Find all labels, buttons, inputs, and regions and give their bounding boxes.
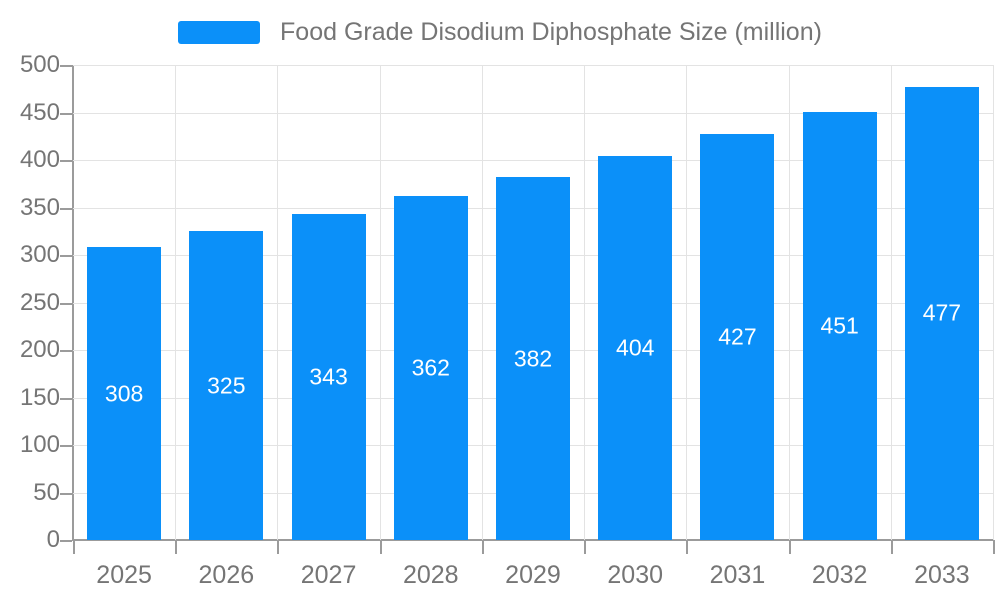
- x-axis-tick: [73, 540, 75, 554]
- x-gridline: [379, 65, 381, 540]
- x-axis-tick: [277, 540, 280, 554]
- y-axis-tick: [60, 65, 72, 67]
- x-axis-tick: [481, 540, 484, 554]
- x-gridline: [993, 65, 994, 540]
- bar-2033[interactable]: 477: [904, 86, 979, 540]
- plot-area: 0 50 100 150 200 250 300 350 400 450 500 2025 308 202…: [20, 51, 995, 589]
- y-axis-label: 450: [19, 98, 60, 126]
- x-axis-tick: [379, 540, 382, 554]
- x-axis-label: 2028: [402, 561, 459, 589]
- y-axis-tick: [60, 540, 72, 542]
- x-axis-tick: [175, 540, 178, 554]
- bar-value-label: 343: [309, 363, 348, 390]
- y-axis-tick: [60, 302, 72, 305]
- x-axis-tick: [788, 540, 791, 554]
- x-axis-label: 2030: [607, 561, 664, 589]
- y-axis-label: 0: [46, 526, 60, 553]
- bar-2027[interactable]: 343: [291, 214, 366, 540]
- y-axis-label: 150: [19, 383, 60, 411]
- y-axis-tick: [60, 207, 72, 210]
- y-axis-label: 400: [19, 146, 60, 173]
- x-axis-label: 2031: [709, 561, 766, 589]
- y-axis-label: 300: [19, 241, 60, 268]
- y-axis-label: 200: [19, 336, 60, 363]
- x-axis-tick: [890, 540, 893, 554]
- bar-2029[interactable]: 382: [496, 177, 570, 540]
- y-axis-tick: [60, 160, 72, 162]
- y-gridline: [73, 65, 993, 66]
- bar-value-label: 325: [207, 372, 246, 399]
- legend-swatch-icon[interactable]: [178, 20, 261, 44]
- x-axis-label: 2027: [300, 561, 357, 589]
- y-axis-label: 350: [19, 193, 60, 221]
- y-axis-label: 500: [19, 51, 60, 78]
- bar-value-label: 477: [922, 299, 962, 326]
- x-axis-tick: [584, 540, 587, 554]
- y-axis-label: 100: [19, 431, 60, 458]
- x-gridline: [175, 65, 177, 540]
- bar-value-label: 451: [820, 312, 859, 339]
- x-axis-label: 2032: [811, 561, 868, 589]
- bar-2030[interactable]: 404: [598, 156, 673, 540]
- x-axis-tick: [993, 540, 995, 554]
- bar-2028[interactable]: 362: [393, 196, 468, 540]
- bar-2026[interactable]: 325: [189, 231, 264, 540]
- x-axis-label: 2029: [505, 561, 561, 589]
- x-axis-tick: [686, 540, 689, 554]
- bar-value-label: 382: [513, 345, 553, 372]
- chart-legend[interactable]: Food Grade Disodium Diphosphate Size (mi…: [0, 17, 1000, 47]
- x-axis-label: 2026: [198, 561, 255, 589]
- y-gridline: [73, 160, 993, 161]
- x-axis-label: 2025: [96, 561, 152, 589]
- x-gridline: [890, 65, 892, 540]
- y-axis-label: 50: [33, 478, 60, 506]
- y-axis-tick: [60, 112, 72, 115]
- x-gridline: [277, 65, 279, 540]
- x-gridline: [788, 65, 790, 540]
- x-axis-label: 2033: [914, 561, 970, 589]
- y-axis-tick: [60, 350, 72, 352]
- x-gridline: [584, 65, 586, 540]
- y-gridline: [73, 112, 993, 114]
- y-axis-label: 250: [19, 288, 60, 316]
- y-axis-tick: [60, 255, 72, 257]
- legend-label[interactable]: Food Grade Disodium Diphosphate Size (mi…: [280, 17, 822, 46]
- x-gridline: [686, 65, 688, 540]
- y-axis-tick: [60, 397, 72, 400]
- bar-value-label: 362: [411, 354, 450, 381]
- y-axis-tick: [60, 445, 72, 447]
- bar-2025[interactable]: 308: [87, 247, 162, 540]
- bar-value-label: 404: [616, 334, 655, 361]
- bar-value-label: 427: [718, 323, 757, 350]
- bar-value-label: 308: [104, 380, 144, 407]
- x-gridline: [481, 65, 483, 540]
- y-axis-tick: [60, 492, 72, 495]
- bar-2032[interactable]: 451: [802, 111, 877, 540]
- x-axis-line: [72, 539, 993, 541]
- bar-2031[interactable]: 427: [700, 134, 775, 540]
